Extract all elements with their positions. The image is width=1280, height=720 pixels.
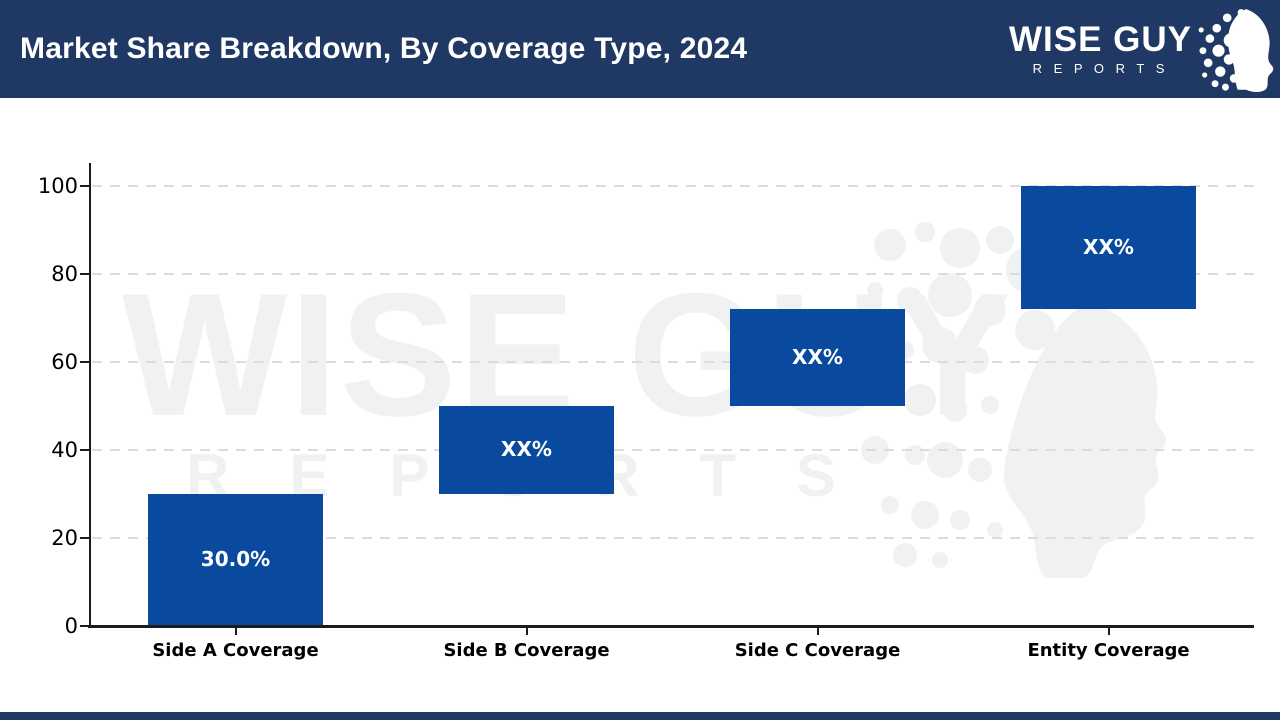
y-axis-tick-label: 40: [51, 438, 78, 462]
y-axis-tick-label: 20: [51, 526, 78, 550]
bar-value-label: XX%: [1083, 234, 1134, 259]
y-axis-spine: [89, 163, 91, 628]
x-category-label: Entity Coverage: [1027, 640, 1190, 661]
gridline: [92, 449, 1254, 451]
x-category-label: Side C Coverage: [734, 640, 901, 661]
wiseguy-logo-text: WISE GUY R E P O R T S: [1009, 21, 1192, 77]
y-axis-tick: [80, 537, 89, 539]
wiseguy-face-icon: [1198, 9, 1274, 93]
x-axis-tick: [1107, 627, 1110, 635]
x-axis-tick: [816, 627, 819, 635]
y-axis-tick-label: 0: [64, 614, 78, 638]
waterfall-bar: XX%: [730, 309, 905, 406]
y-axis-tick: [80, 449, 89, 451]
x-category-label: Side A Coverage: [152, 640, 319, 661]
gridline: [92, 537, 1254, 539]
y-axis-tick: [80, 361, 89, 363]
y-axis-tick: [80, 273, 89, 275]
y-axis-tick-label: 60: [51, 350, 78, 374]
bar-value-label: 30.0%: [200, 547, 271, 571]
bar-value-label: XX%: [501, 437, 552, 461]
header-band: Market Share Breakdown, By Coverage Type…: [0, 0, 1280, 98]
logo-wordmark: WISE GUY: [1008, 20, 1192, 59]
y-axis-tick: [80, 185, 89, 187]
y-axis-tick-label: 100: [37, 174, 78, 198]
x-axis-spine: [88, 625, 1254, 628]
waterfall-bar: 30.0%: [148, 494, 323, 626]
waterfall-bar: XX%: [439, 406, 614, 494]
wiseguy-logo: WISE GUY R E P O R T S: [1009, 4, 1274, 94]
x-axis-tick: [234, 627, 237, 635]
bar-value-label: XX%: [792, 344, 843, 369]
gridline: [92, 361, 1254, 363]
page-title: Market Share Breakdown, By Coverage Type…: [20, 32, 748, 65]
y-axis-tick: [80, 625, 89, 627]
y-axis-tick-label: 80: [51, 262, 78, 286]
x-category-label: Side B Coverage: [443, 640, 610, 661]
logo-subtitle: R E P O R T S: [1032, 61, 1169, 76]
footer-band: [0, 712, 1280, 720]
gridline: [92, 273, 1254, 275]
waterfall-bar: XX%: [1021, 186, 1196, 310]
gridline: [92, 185, 1254, 187]
x-axis-tick: [525, 627, 528, 635]
watermark-face-dots: [858, 222, 1167, 578]
